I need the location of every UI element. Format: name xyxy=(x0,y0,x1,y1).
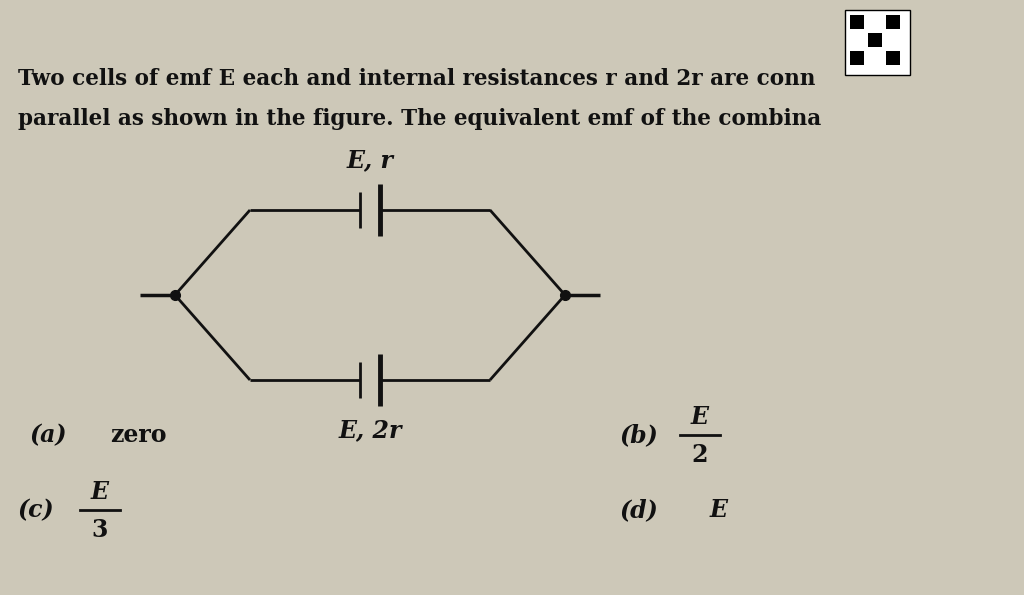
Text: parallel as shown in the figure. The equivalent emf of the combina: parallel as shown in the figure. The equ… xyxy=(18,108,821,130)
Text: (b): (b) xyxy=(620,423,658,447)
Text: (a): (a) xyxy=(30,423,68,447)
Text: 2: 2 xyxy=(692,443,709,467)
Bar xyxy=(845,10,910,75)
Text: E: E xyxy=(691,405,709,429)
Text: E, 2r: E, 2r xyxy=(338,418,401,442)
Bar xyxy=(850,15,864,29)
Bar xyxy=(886,15,900,29)
Bar xyxy=(886,51,900,65)
Text: E, r: E, r xyxy=(346,148,393,172)
Bar xyxy=(850,51,864,65)
Text: zero: zero xyxy=(110,423,167,447)
Bar xyxy=(868,33,882,47)
Text: Two cells of emf E each and internal resistances r and 2r are conn: Two cells of emf E each and internal res… xyxy=(18,68,815,90)
Text: (d): (d) xyxy=(620,498,658,522)
Text: (c): (c) xyxy=(18,498,54,522)
Text: E: E xyxy=(91,480,109,504)
Text: E: E xyxy=(710,498,728,522)
Text: 3: 3 xyxy=(92,518,109,542)
